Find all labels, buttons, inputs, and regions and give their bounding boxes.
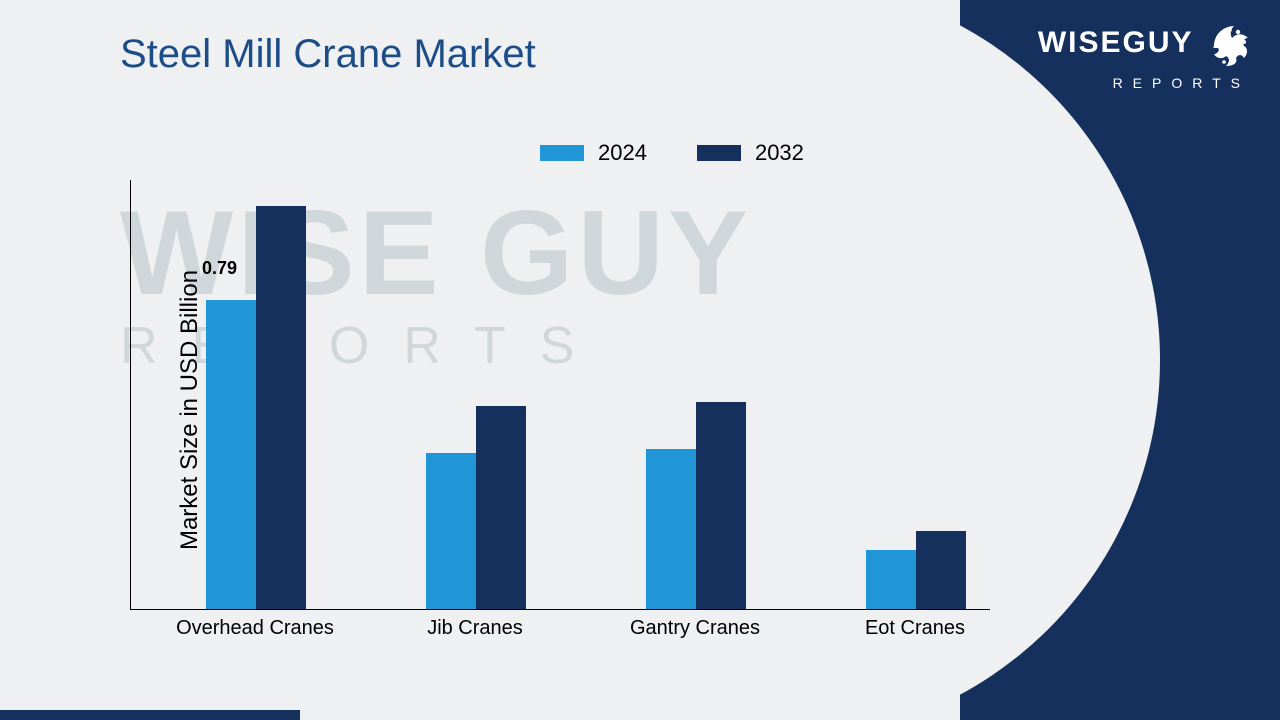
logo-line2: REPORTS	[1038, 76, 1250, 90]
chart-title: Steel Mill Crane Market	[120, 32, 536, 77]
bar-group	[411, 406, 541, 609]
right-brand-panel	[960, 0, 1280, 720]
category-label: Gantry Cranes	[615, 616, 775, 640]
bar	[916, 531, 966, 609]
logo-line1: WISEGUY	[1038, 26, 1194, 59]
stage: WISEGUY REPORTS Steel Mill Crane Market …	[0, 0, 1280, 720]
bar	[866, 550, 916, 609]
bar-group	[851, 531, 981, 609]
legend-label-2024: 2024	[598, 140, 647, 166]
legend-item-2032: 2032	[697, 140, 804, 166]
bar-value-label: 0.79	[202, 258, 237, 279]
plot-area: 0.79	[130, 180, 990, 610]
chart-area: Market Size in USD Billion 2024 2032 0.7…	[100, 150, 1000, 670]
bar	[426, 453, 476, 609]
legend-item-2024: 2024	[540, 140, 647, 166]
category-label: Jib Cranes	[395, 616, 555, 640]
bar-group: 0.79	[191, 206, 321, 609]
bar	[476, 406, 526, 609]
bottom-accent-bar	[0, 710, 300, 720]
bar	[256, 206, 306, 609]
bar	[646, 449, 696, 609]
brand-logo: WISEGUY REPORTS	[1038, 24, 1250, 90]
category-label: Eot Cranes	[835, 616, 995, 640]
legend-label-2032: 2032	[755, 140, 804, 166]
legend-swatch-2024	[540, 145, 584, 161]
bar-group	[631, 402, 761, 609]
legend: 2024 2032	[540, 140, 804, 166]
category-label: Overhead Cranes	[175, 616, 335, 640]
bar	[206, 300, 256, 609]
legend-swatch-2032	[697, 145, 741, 161]
logo-head-icon	[1208, 24, 1250, 72]
bar	[696, 402, 746, 609]
